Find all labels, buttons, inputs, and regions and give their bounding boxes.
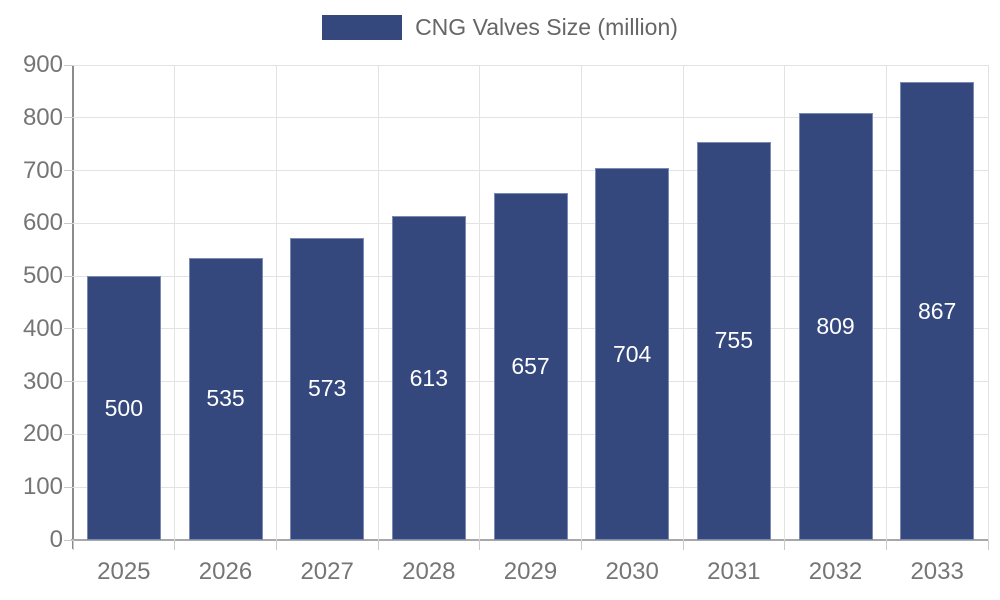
gridline-v	[275, 65, 277, 540]
gridline-h	[73, 170, 988, 172]
x-axis-label: 2026	[198, 558, 253, 585]
y-axis-tick	[64, 222, 73, 224]
legend[interactable]: CNG Valves Size (million)	[0, 14, 1000, 41]
x-axis-tick	[479, 540, 481, 550]
y-axis-tick	[64, 170, 73, 172]
legend-swatch-icon	[322, 15, 403, 40]
y-axis-tick	[64, 381, 73, 383]
y-axis-label: 800	[22, 103, 63, 131]
gridline-v	[479, 65, 481, 540]
x-axis-label: 2030	[605, 558, 659, 585]
bar-2033[interactable]: 867	[900, 82, 975, 540]
y-axis-label: 200	[22, 420, 63, 448]
y-axis-tick	[64, 328, 73, 330]
bar-value-label: 867	[917, 297, 957, 324]
bar-value-label: 704	[612, 340, 652, 367]
x-axis-label: 2028	[402, 558, 456, 585]
x-axis-label: 2032	[808, 558, 863, 585]
y-axis-line	[72, 65, 74, 549]
bar-2031[interactable]: 755	[696, 141, 771, 540]
bar-value-label: 500	[104, 394, 144, 421]
bar-2025[interactable]: 500	[86, 276, 161, 540]
bar-value-label: 573	[307, 375, 347, 402]
x-axis-label: 2033	[910, 558, 964, 585]
x-axis-tick	[377, 540, 379, 550]
bar-value-label: 535	[206, 385, 245, 412]
x-axis-tick	[72, 540, 74, 550]
bar-2029[interactable]: 657	[493, 193, 568, 540]
x-axis-label: 2031	[707, 558, 761, 585]
gridline-v	[377, 65, 379, 540]
y-axis-tick	[64, 539, 73, 541]
y-axis-tick	[64, 275, 73, 277]
y-axis-label: 100	[22, 473, 63, 501]
gridline-v	[885, 65, 887, 540]
x-axis-label: 2027	[300, 558, 354, 585]
bar-2032[interactable]: 809	[798, 113, 873, 540]
bar-2027[interactable]: 573	[290, 237, 365, 540]
x-axis-line	[71, 539, 988, 541]
y-axis-label: 400	[22, 314, 63, 342]
y-axis-label: 500	[22, 262, 63, 290]
x-axis-tick	[885, 540, 887, 550]
x-axis-tick	[784, 540, 786, 550]
x-axis-tick	[682, 540, 684, 550]
bar-2030[interactable]: 704	[595, 168, 670, 540]
y-axis-tick	[64, 486, 73, 488]
x-axis-tick	[987, 540, 989, 550]
gridline-h	[73, 117, 988, 119]
bar-value-label: 809	[816, 313, 855, 340]
x-axis-tick	[580, 540, 582, 550]
gridline-v	[987, 65, 989, 540]
bar-2028[interactable]: 613	[391, 216, 466, 540]
bar-value-label: 657	[511, 353, 550, 380]
y-axis-label: 700	[22, 156, 63, 184]
gridline-v	[580, 65, 582, 540]
y-axis-tick	[64, 64, 73, 66]
gridline-v	[682, 65, 684, 540]
x-axis-label: 2029	[503, 558, 558, 585]
legend-label: CNG Valves Size (million)	[415, 14, 678, 40]
y-axis-label: 0	[49, 526, 63, 553]
bar-value-label: 613	[409, 364, 449, 391]
y-axis-tick	[64, 433, 73, 435]
x-axis-label: 2025	[97, 558, 151, 585]
gridline-v	[174, 65, 176, 540]
y-axis-label: 300	[22, 367, 63, 395]
x-axis-tick	[174, 540, 176, 550]
bar-value-label: 755	[714, 327, 754, 354]
plot-area: 0 100 200 300 400 500 600 700 800 900 500 2025 535 20…	[23, 53, 989, 584]
x-axis-tick	[275, 540, 277, 550]
gridline-v	[784, 65, 786, 540]
y-axis-label: 900	[22, 51, 63, 78]
bar-2026[interactable]: 535	[188, 257, 263, 540]
y-axis-tick	[64, 117, 73, 119]
gridline-h	[73, 64, 988, 66]
y-axis-label: 600	[22, 209, 63, 237]
